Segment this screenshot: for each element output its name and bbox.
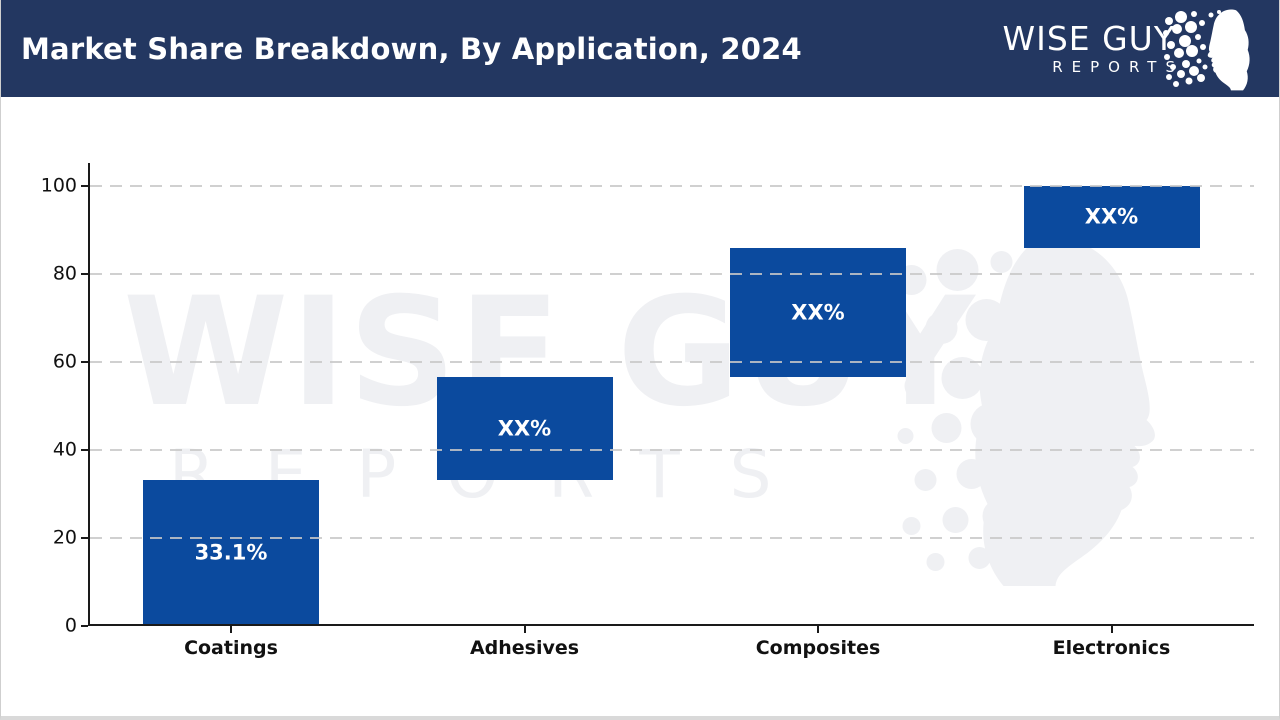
watermark-head-icon — [892, 238, 1155, 586]
bar-coatings — [143, 480, 319, 626]
bar-composites — [730, 248, 906, 377]
watermark-dots — [892, 247, 1061, 571]
bar-adhesives — [436, 376, 613, 481]
x-tick-label-coatings: Coatings — [184, 637, 278, 659]
logo-dots — [1163, 10, 1221, 87]
y-tick-label-100: 100 — [40, 174, 77, 197]
bar-label-coatings: 33.1% — [194, 540, 268, 565]
gridline-80 — [90, 273, 1254, 275]
x-axis — [88, 624, 1254, 626]
x-tick-electronics — [1110, 626, 1113, 633]
y-tick-80 — [81, 273, 88, 275]
y-tick-40 — [81, 449, 88, 451]
y-tick-label-60: 60 — [52, 350, 77, 373]
bar-label-electronics: XX% — [1084, 204, 1139, 229]
logo: WISE GUY REPORTS — [1002, 6, 1271, 92]
y-tick-20 — [81, 537, 88, 539]
header: Market Share Breakdown, By Application, … — [1, 0, 1279, 97]
logo-text: WISE GUY REPORTS — [1002, 18, 1175, 76]
y-axis — [88, 163, 90, 626]
gridline-40 — [90, 449, 1254, 451]
y-tick-label-40: 40 — [52, 438, 77, 461]
x-tick-composites — [817, 626, 819, 633]
y-tick-label-0: 0 — [64, 614, 77, 637]
y-tick-label-20: 20 — [52, 526, 77, 549]
x-tick-adhesives — [523, 626, 526, 633]
gridline-60 — [90, 361, 1254, 363]
page-title: Market Share Breakdown, By Application, … — [21, 31, 802, 66]
bar-electronics — [1023, 186, 1200, 249]
bar-label-composites: XX% — [791, 300, 845, 324]
gridline-100 — [90, 185, 1254, 187]
x-tick-label-electronics: Electronics — [1052, 637, 1171, 659]
logo-head-icon — [1163, 9, 1250, 91]
x-tick-label-composites: Composites — [755, 637, 881, 659]
bar-label-adhesives: XX% — [497, 416, 552, 441]
x-tick-label-adhesives: Adhesives — [469, 637, 580, 659]
y-tick-60 — [81, 361, 88, 363]
y-tick-label-80: 80 — [52, 262, 77, 285]
logo-subtitle: REPORTS — [1052, 58, 1184, 77]
y-tick-0 — [81, 625, 88, 627]
y-tick-100 — [81, 185, 88, 187]
logo-wordmark: WISE GUY — [1002, 18, 1175, 58]
gridline-20 — [90, 537, 1254, 539]
x-tick-coatings — [230, 626, 232, 633]
